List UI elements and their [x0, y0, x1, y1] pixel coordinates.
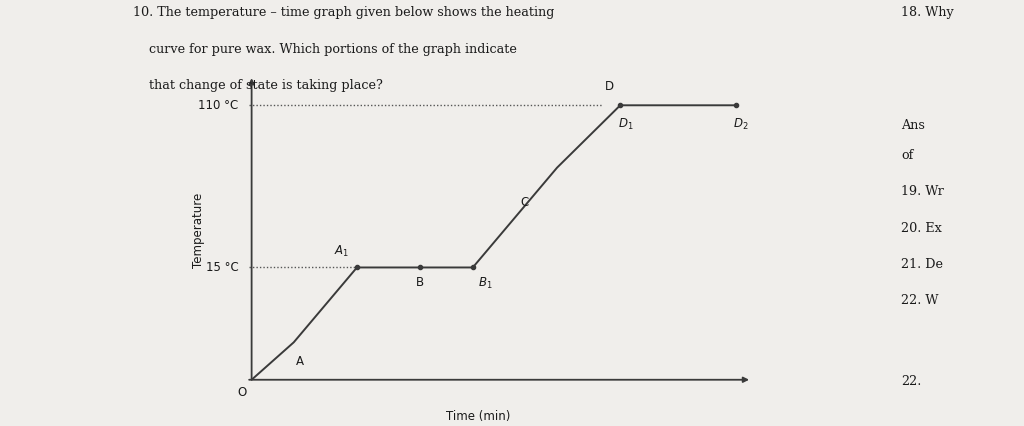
Text: Temperature: Temperature: [193, 193, 206, 268]
Text: Ans: Ans: [901, 119, 925, 132]
Text: 18. Why: 18. Why: [901, 6, 954, 20]
Text: curve for pure wax. Which portions of the graph indicate: curve for pure wax. Which portions of th…: [133, 43, 517, 56]
Text: C: C: [520, 196, 528, 209]
Text: 21. Dе: 21. Dе: [901, 258, 943, 271]
Text: 110 °C: 110 °C: [199, 99, 239, 112]
Text: $B_1$: $B_1$: [478, 276, 493, 291]
Text: $D_2$: $D_2$: [733, 117, 749, 132]
Text: $A_1$: $A_1$: [334, 244, 349, 259]
Text: 15 °C: 15 °C: [206, 261, 239, 274]
Text: D: D: [605, 80, 614, 93]
Text: 22. W: 22. W: [901, 294, 939, 307]
Text: $D_1$: $D_1$: [617, 117, 633, 132]
Text: 19. Wr: 19. Wr: [901, 185, 944, 199]
Text: that change of state is taking place?: that change of state is taking place?: [133, 79, 383, 92]
Text: 20. Ex: 20. Ex: [901, 222, 942, 235]
Text: Time (min): Time (min): [445, 410, 510, 423]
Text: O: O: [238, 386, 247, 399]
Text: of: of: [901, 149, 913, 162]
Text: A: A: [296, 355, 304, 368]
Text: B: B: [416, 276, 424, 289]
Text: 10. The temperature – time graph given below shows the heating: 10. The temperature – time graph given b…: [133, 6, 554, 20]
Text: 22.: 22.: [901, 375, 922, 388]
